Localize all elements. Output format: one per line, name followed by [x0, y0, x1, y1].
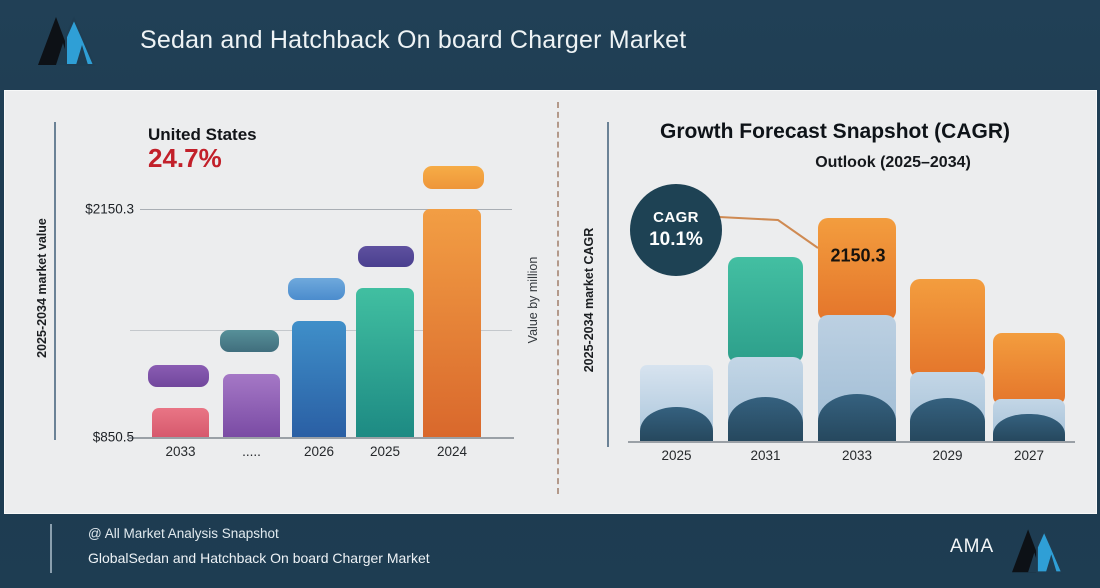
right-bar-2027-segment-2	[993, 414, 1065, 441]
logo-notch-right	[1045, 554, 1057, 573]
right-bar-2033-segment-0	[818, 218, 896, 321]
page-title: Sedan and Hatchback On board Charger Mar…	[140, 26, 687, 54]
right-bar-2029-segment-2	[910, 398, 985, 441]
left-region-label: United States	[148, 125, 257, 144]
left-y-tick-0: $2150.3	[85, 201, 134, 217]
ama-logo-footer-icon	[1012, 528, 1064, 574]
left-y-axis-line	[54, 122, 56, 440]
left-bar-2024	[423, 209, 481, 437]
right-chart-subtitle: Outlook (2025–2034)	[815, 154, 971, 171]
right-bar-2029-segment-0	[910, 279, 985, 378]
right-bar-2033-segment-2	[818, 394, 896, 441]
right-y-axis-line	[607, 122, 609, 447]
left-bar-cap-2033	[148, 365, 209, 387]
footer-brand-text: AMA	[950, 536, 995, 557]
right-bar-value-label: 2150.3	[830, 245, 886, 266]
cagr-badge: CAGR 10.1%	[630, 184, 722, 276]
right-baseline	[628, 441, 1075, 443]
right-x-tick-2025: 2025	[661, 448, 692, 463]
left-bar-cap-2026	[288, 278, 345, 300]
right-bar-2031-segment-2	[728, 397, 803, 441]
badge-connector-line	[718, 216, 819, 249]
right-bar-2027-segment-0	[993, 333, 1065, 405]
right-bar-2031-segment-0	[728, 257, 803, 363]
left-y-tick-1: $850.5	[92, 429, 134, 445]
right-x-tick-2027: 2027	[1013, 448, 1045, 463]
footer-divider-line	[50, 524, 52, 573]
left-y-axis-title: 2025-2034 market value	[35, 218, 49, 358]
left-bar-cap-.....	[220, 330, 279, 352]
right-x-tick-2031: 2031	[750, 448, 781, 463]
cagr-badge-value: 10.1%	[649, 228, 703, 250]
left-x-tick-2024: 2024	[436, 444, 468, 459]
left-x-tick-2025: 2025	[369, 444, 401, 459]
left-bar-cap-2025	[358, 246, 414, 267]
left-x-tick-2026: 2026	[303, 444, 335, 459]
left-bar-cap-2024	[423, 166, 484, 189]
cagr-badge-label: CAGR	[653, 208, 699, 226]
left-bar-2033	[152, 408, 209, 437]
panel-divider	[557, 102, 559, 494]
left-bar-2025	[356, 288, 414, 437]
left-baseline	[128, 437, 514, 439]
logo-blue-peak	[65, 16, 96, 66]
right-x-tick-2033: 2033	[841, 448, 873, 463]
ama-logo-icon	[38, 16, 96, 66]
left-gridline-0	[140, 209, 512, 210]
logo-blue-peak	[1036, 528, 1064, 574]
footer-report-title: GlobalSedan and Hatchback On board Charg…	[88, 550, 430, 566]
connector-polyline	[718, 216, 819, 249]
left-bar-2026	[292, 321, 346, 437]
value-by-million-label: Value by million	[526, 256, 540, 344]
left-highlight-value: 24.7%	[148, 143, 222, 173]
right-bar-2025-segment-1	[640, 407, 713, 441]
footer-credit: @ All Market Analysis Snapshot	[88, 526, 279, 541]
logo-notch-right	[76, 45, 88, 65]
left-x-tick-2033: 2033	[165, 444, 196, 459]
left-bar-.....	[223, 374, 280, 437]
right-y-axis-title: 2025-2034 market CAGR	[582, 227, 596, 373]
right-x-tick-2029: 2029	[932, 448, 963, 463]
left-x-tick-.....: .....	[242, 444, 261, 459]
right-chart-title: Growth Forecast Snapshot (CAGR)	[659, 120, 1011, 143]
